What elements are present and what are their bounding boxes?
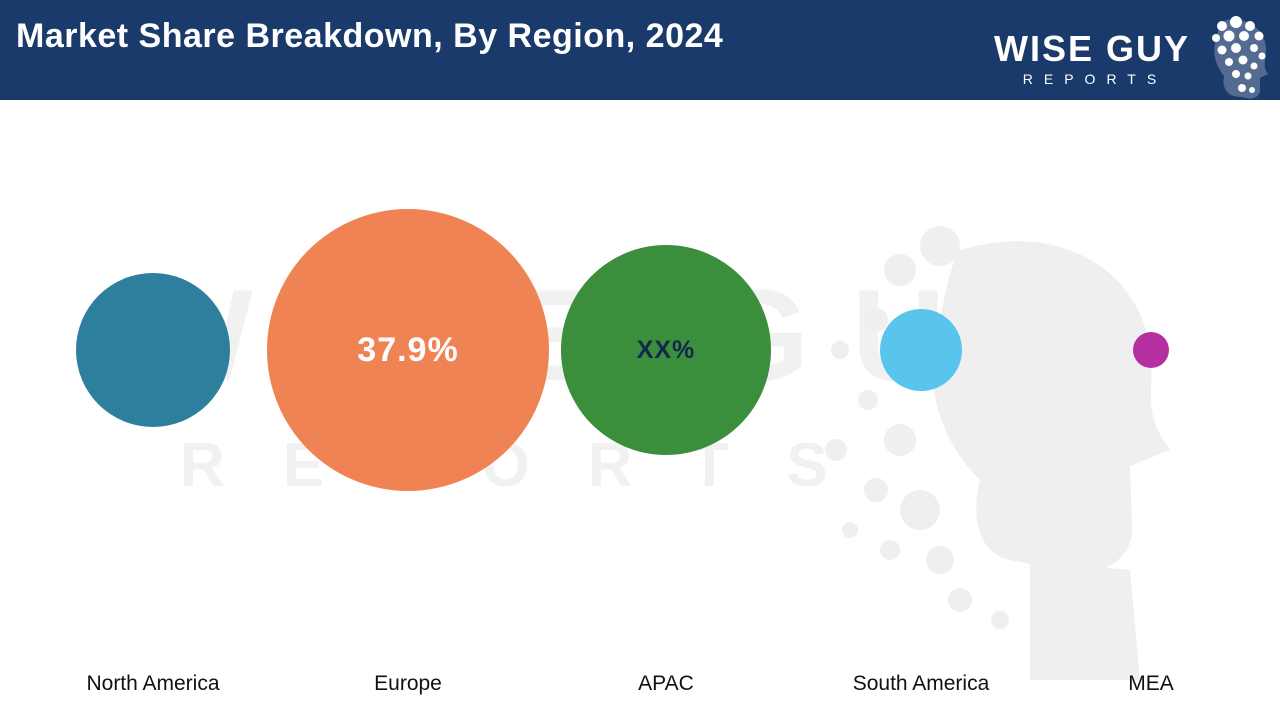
logo-subtitle: REPORTS (1022, 70, 1168, 87)
bubble-south-america (880, 309, 962, 391)
header: Market Share Breakdown, By Region, 2024 … (0, 0, 1280, 100)
bubble-value-label-apac: XX% (636, 335, 696, 364)
chart-title: Market Share Breakdown, By Region, 2024 (16, 17, 724, 55)
wise-guy-head-icon (1212, 16, 1268, 99)
category-label-europe: Europe (374, 672, 442, 695)
category-label-apac: APAC (638, 672, 694, 695)
category-label-mea: MEA (1128, 672, 1174, 695)
bubble-apac: XX% (561, 245, 771, 455)
bubble-value-label-europe: 37.9% (357, 330, 459, 369)
bubble-europe: 37.9% (267, 209, 549, 491)
bubble-layer: North America 37.9% Europe XX% APAC South Ame… (0, 100, 1280, 720)
logo-text: WISE GUY REPORTS (994, 29, 1190, 87)
category-label-south-america: South America (852, 672, 990, 695)
bubble-north-america (76, 273, 230, 427)
wise-guy-logo: WISE GUY REPORTS (994, 14, 1270, 102)
bubble-chart: WISE GUY REPORTS (0, 100, 1280, 720)
category-label-north-america: North America (86, 672, 220, 695)
bubble-mea (1133, 332, 1169, 368)
logo-wordmark: WISE GUY (993, 28, 1190, 70)
